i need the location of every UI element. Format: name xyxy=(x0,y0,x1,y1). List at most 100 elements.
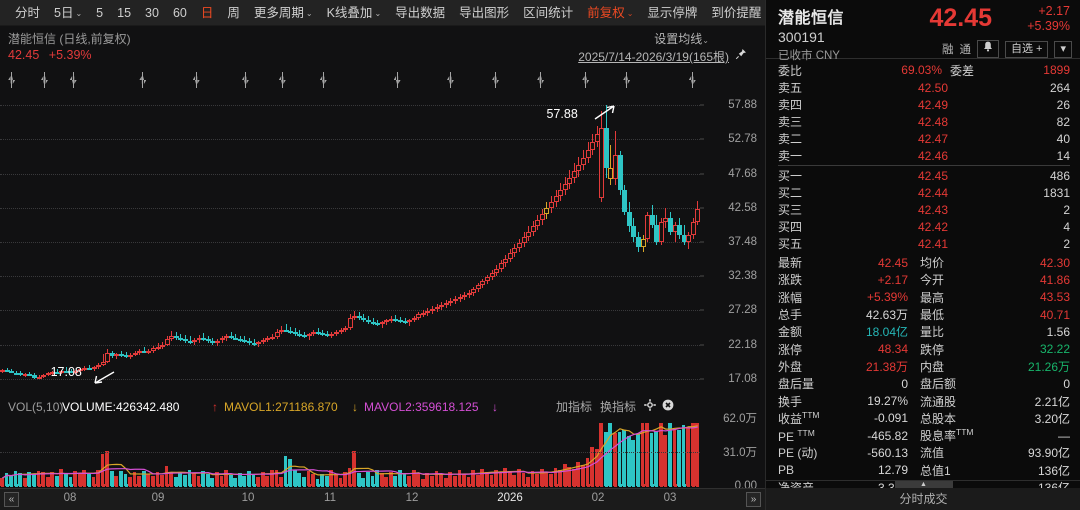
ask-row[interactable]: 卖四 42.49 26 xyxy=(778,96,1070,113)
candlestick-chart[interactable]: 57.88 17.08 xyxy=(0,88,701,396)
candle-color-dot xyxy=(261,484,265,487)
candlestick xyxy=(260,88,266,396)
bell-icon[interactable] xyxy=(976,40,999,58)
gear-icon[interactable] xyxy=(644,398,656,416)
chart-resize-handle[interactable] xyxy=(623,72,630,88)
chart-resize-handle[interactable] xyxy=(582,72,589,88)
candle-color-dot xyxy=(449,484,453,487)
order-level-label: 卖三 xyxy=(778,115,803,129)
change-indicator-button[interactable]: 换指标 xyxy=(600,400,637,414)
toolbar-item-daily[interactable]: 日 xyxy=(194,0,221,26)
tong-tag[interactable]: 通 xyxy=(959,44,971,56)
footer-tab-timeshare[interactable]: 分时成交 xyxy=(766,488,1080,510)
chart-resize-handle[interactable] xyxy=(41,72,48,88)
candlestick xyxy=(576,88,582,396)
bid-row[interactable]: 买二 42.44 1831 xyxy=(778,184,1070,201)
candle-color-dot xyxy=(119,484,123,487)
ask-row[interactable]: 卖三 42.48 82 xyxy=(778,113,1070,130)
toolbar-item-min15[interactable]: 15 xyxy=(110,0,138,26)
chart-resize-handle[interactable] xyxy=(447,72,454,88)
chart-resize-handle[interactable] xyxy=(394,72,401,88)
candlestick xyxy=(215,88,221,396)
add-indicator-button[interactable]: 加指标 xyxy=(556,400,593,414)
volume-bar xyxy=(366,471,370,486)
chart-resize-handle[interactable] xyxy=(689,72,696,88)
ma-setting-button[interactable]: 设置均线⌄ xyxy=(654,30,709,47)
candle-color-dot xyxy=(604,484,608,487)
toolbar-item-min60[interactable]: 60 xyxy=(166,0,194,26)
chart-resize-handle[interactable] xyxy=(242,72,249,88)
candle-body xyxy=(45,373,51,376)
bid-row[interactable]: 买五 42.41 2 xyxy=(778,235,1070,252)
ask-row[interactable]: 卖一 42.46 14 xyxy=(778,147,1070,164)
toolbar-item-forward-adjust[interactable]: 前复权 ⌄ xyxy=(580,0,640,26)
watchlist-dropdown-icon[interactable]: ▾ xyxy=(1054,40,1072,58)
chart-last-price: 42.45 xyxy=(8,48,40,62)
toolbar-item-range-stats[interactable]: 区间统计 xyxy=(516,0,580,26)
candle-body xyxy=(677,225,683,236)
watchlist-add-button[interactable]: 自选 + xyxy=(1004,40,1049,58)
candle-body xyxy=(187,340,193,343)
candle-wick xyxy=(409,319,411,326)
chart-resize-handle[interactable] xyxy=(139,72,146,88)
candle-wick xyxy=(285,324,287,333)
collapse-grip[interactable]: ▲ xyxy=(894,481,953,488)
ask-row[interactable]: 卖二 42.47 40 xyxy=(778,130,1070,147)
chart-resize-handle[interactable] xyxy=(492,72,499,88)
candle-color-dot xyxy=(426,484,430,487)
quote-panel: 潜能恒信 300191 已收市 CNY 42.45 +2.17 +5.39% 融… xyxy=(765,0,1080,510)
chevron-down-icon: ⌄ xyxy=(374,8,382,18)
price-axis-label: 32.38 xyxy=(728,270,757,283)
volume-bar xyxy=(553,467,558,486)
volume-bar xyxy=(22,477,27,486)
chart-resize-handle[interactable] xyxy=(8,72,15,88)
order-level-label: 买五 xyxy=(778,237,803,251)
toolbar-item-export-data[interactable]: 导出数据 xyxy=(388,0,452,26)
bid-row[interactable]: 买一 42.45 486 xyxy=(778,167,1070,184)
toolbar-item-kline-overlay[interactable]: K线叠加 ⌄ xyxy=(320,0,389,26)
volume-bar xyxy=(452,475,457,486)
pin-icon[interactable] xyxy=(735,48,747,63)
candlestick xyxy=(535,88,541,396)
chart-resize-handle[interactable] xyxy=(193,72,200,88)
volume-chart[interactable] xyxy=(0,418,700,486)
toolbar-item-min5[interactable]: 5 xyxy=(89,0,110,26)
volume-bar xyxy=(356,473,361,486)
toolbar-item-more-periods[interactable]: 更多周期 ⌄ xyxy=(247,0,320,26)
ask-row[interactable]: 卖五 42.50 264 xyxy=(778,79,1070,96)
volume-bar xyxy=(407,476,411,486)
chart-drag-handles[interactable] xyxy=(0,72,700,90)
stat-row: 盘后量 0 盘后额 0 xyxy=(778,375,1070,392)
time-axis[interactable]: « » 08 09 10 11 12 2026 02 03 xyxy=(0,488,765,510)
toolbar-item-timeshare[interactable]: 分时 xyxy=(8,0,47,26)
chart-resize-handle[interactable] xyxy=(70,72,77,88)
toolbar-item-show-suspension[interactable]: 显示停牌 xyxy=(640,0,704,26)
toolbar-item-export-chart[interactable]: 导出图形 xyxy=(452,0,516,26)
bid-row[interactable]: 买四 42.42 4 xyxy=(778,218,1070,235)
stat-label-right: 内盘 xyxy=(920,359,945,374)
candlestick xyxy=(452,88,458,396)
toolbar-item-five-day[interactable]: 5日 ⌄ xyxy=(47,0,89,26)
date-range-label[interactable]: 2025/7/14-2026/3/19(165根) xyxy=(578,50,729,64)
bid-row[interactable]: 买三 42.43 2 xyxy=(778,201,1070,218)
close-icon[interactable] xyxy=(662,398,674,416)
order-level-label: 卖五 xyxy=(778,81,803,95)
candlestick xyxy=(219,88,225,396)
nav-prev-button[interactable]: « xyxy=(4,492,19,507)
toolbar-item-min30[interactable]: 30 xyxy=(138,0,166,26)
candle-color-dot xyxy=(550,484,554,487)
volume-bar xyxy=(96,469,100,486)
candle-color-dot xyxy=(389,484,393,487)
candle-body xyxy=(256,341,262,344)
candle-color-dot xyxy=(101,484,105,487)
chart-resize-handle[interactable] xyxy=(320,72,327,88)
chart-resize-handle[interactable] xyxy=(537,72,544,88)
collapse-bar[interactable]: ▲ xyxy=(766,480,1080,488)
toolbar-item-price-alert[interactable]: 到价提醒 xyxy=(704,0,768,26)
chart-resize-handle[interactable] xyxy=(279,72,286,88)
stat-row: 收益TTM -0.091 总股本 3.20亿 xyxy=(778,410,1070,427)
nav-next-button[interactable]: » xyxy=(746,492,761,507)
volume-bar xyxy=(9,476,13,486)
toolbar-item-weekly[interactable]: 周 xyxy=(220,0,247,26)
margin-tag[interactable]: 融 xyxy=(941,44,954,56)
